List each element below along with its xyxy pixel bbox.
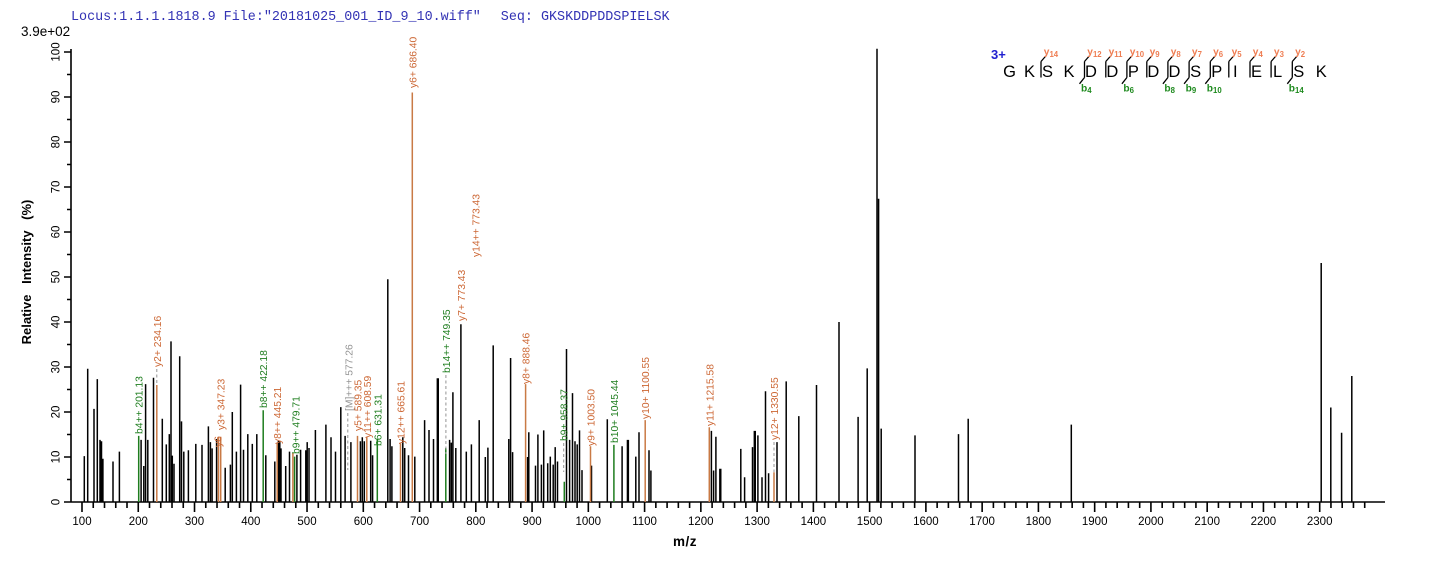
svg-text:y9: y9 (1150, 47, 1161, 59)
svg-text:P: P (1211, 63, 1222, 81)
svg-text:b9: b9 (1186, 84, 1197, 96)
svg-text:1800: 1800 (1026, 516, 1052, 528)
svg-text:E: E (1251, 63, 1262, 81)
svg-text:y8++ 445.21: y8++ 445.21 (273, 386, 284, 444)
svg-text:90: 90 (51, 91, 63, 104)
svg-text:40: 40 (51, 316, 63, 329)
svg-text:b8++ 422.18: b8++ 422.18 (259, 350, 270, 408)
svg-text:Relative Intensity (%): Relative Intensity (%) (19, 200, 34, 345)
svg-text:y9+ 1003.50: y9+ 1003.50 (587, 389, 598, 446)
svg-text:G: G (1003, 63, 1016, 81)
svg-text:20: 20 (51, 406, 63, 419)
svg-text:y2+ 234.16: y2+ 234.16 (153, 315, 164, 367)
svg-text:Seq: GKSKDDPDDSPIELSK: Seq: GKSKDDPDDSPIELSK (501, 10, 671, 25)
svg-text:30: 30 (51, 361, 63, 374)
svg-text:y5: y5 (1232, 47, 1243, 59)
svg-text:y12++ 665.61: y12++ 665.61 (397, 381, 408, 444)
svg-text:1400: 1400 (801, 516, 827, 528)
svg-text:m/z: m/z (673, 534, 697, 549)
svg-text:y3+ 347.23: y3+ 347.23 (217, 378, 228, 430)
svg-text:D: D (1168, 63, 1180, 81)
svg-text:y11+ 1215.58: y11+ 1215.58 (705, 364, 716, 426)
svg-text:2300: 2300 (1307, 516, 1333, 528)
svg-text:1200: 1200 (688, 516, 714, 528)
svg-text:1100: 1100 (632, 516, 657, 528)
svg-text:Locus:1.1.1.1818.9 File:"20181: Locus:1.1.1.1818.9 File:"20181025_001_ID… (71, 10, 481, 25)
svg-text:b4++ 201.13: b4++ 201.13 (135, 376, 146, 434)
svg-text:2200: 2200 (1251, 516, 1277, 528)
svg-text:y6: y6 (1213, 47, 1224, 59)
svg-text:700: 700 (410, 516, 429, 528)
svg-text:y7: y7 (1192, 47, 1202, 59)
svg-text:y2: y2 (1295, 47, 1306, 59)
svg-text:400: 400 (241, 516, 260, 528)
svg-text:60: 60 (51, 226, 63, 239)
svg-text:y12+ 1330.55: y12+ 1330.55 (770, 377, 781, 440)
svg-text:0: 0 (51, 499, 63, 505)
svg-text:b8: b8 (1164, 84, 1175, 96)
svg-text:D: D (1147, 63, 1159, 81)
svg-text:b14: b14 (1289, 84, 1305, 96)
svg-text:L: L (1273, 63, 1282, 81)
svg-text:K: K (1024, 63, 1035, 81)
svg-text:300: 300 (185, 516, 204, 528)
svg-text:b4: b4 (1081, 84, 1092, 96)
svg-text:1900: 1900 (1082, 516, 1108, 528)
svg-text:1300: 1300 (744, 516, 770, 528)
svg-text:10: 10 (51, 451, 63, 464)
svg-text:b10+ 1045.44: b10+ 1045.44 (610, 379, 621, 443)
svg-text:[M]+++ 577.26: [M]+++ 577.26 (345, 344, 356, 411)
svg-text:2100: 2100 (1194, 516, 1220, 528)
svg-text:b6: b6 (1123, 84, 1134, 96)
svg-text:y8: y8 (1171, 47, 1182, 59)
svg-text:y11++ 608.59: y11++ 608.59 (363, 376, 374, 438)
svg-text:S: S (1190, 63, 1201, 81)
svg-text:50: 50 (51, 271, 63, 284)
svg-text:70: 70 (51, 181, 63, 194)
svg-text:y14: y14 (1044, 47, 1059, 59)
svg-text:y14++ 773.43: y14++ 773.43 (472, 194, 483, 257)
svg-text:K: K (1316, 63, 1327, 81)
svg-text:P: P (1128, 63, 1139, 81)
svg-text:y4: y4 (1253, 47, 1264, 59)
svg-text:S: S (1042, 63, 1053, 81)
svg-text:b9+ 958.37: b9+ 958.37 (560, 389, 571, 441)
svg-text:1700: 1700 (969, 516, 995, 528)
svg-text:y5+ 589.35: y5+ 589.35 (353, 379, 364, 431)
svg-text:b10: b10 (1207, 84, 1223, 96)
svg-text:900: 900 (523, 516, 542, 528)
svg-text:800: 800 (466, 516, 485, 528)
svg-text:b9++ 479.71: b9++ 479.71 (292, 396, 303, 454)
svg-text:600: 600 (354, 516, 373, 528)
svg-text:100: 100 (51, 42, 63, 61)
svg-text:D: D (1085, 63, 1097, 81)
svg-text:3.9e+02: 3.9e+02 (21, 24, 70, 39)
svg-text:1500: 1500 (857, 516, 883, 528)
svg-text:b14++ 749.35: b14++ 749.35 (442, 309, 453, 373)
svg-text:S: S (1293, 63, 1304, 81)
svg-text:200: 200 (129, 516, 148, 528)
svg-text:I: I (1233, 63, 1238, 81)
svg-text:y6+ 686.40: y6+ 686.40 (408, 36, 419, 88)
svg-text:2000: 2000 (1138, 516, 1164, 528)
svg-text:y12: y12 (1087, 47, 1102, 59)
svg-text:y10+ 1100.55: y10+ 1100.55 (641, 357, 652, 419)
svg-text:1600: 1600 (913, 516, 939, 528)
svg-text:100: 100 (72, 516, 91, 528)
svg-text:D: D (1106, 63, 1118, 81)
svg-text:b6+ 631.31: b6+ 631.31 (373, 394, 384, 446)
svg-text:3+: 3+ (991, 47, 1006, 62)
svg-text:y3: y3 (1274, 47, 1285, 59)
svg-text:80: 80 (51, 136, 63, 149)
svg-text:y7+ 773.43: y7+ 773.43 (457, 269, 468, 321)
svg-text:500: 500 (297, 516, 316, 528)
svg-text:K: K (1063, 63, 1074, 81)
svg-text:y8+ 888.46: y8+ 888.46 (522, 332, 533, 384)
svg-text:y11: y11 (1109, 47, 1124, 59)
svg-text:y6: y6 (214, 436, 225, 447)
svg-text:y10: y10 (1130, 47, 1145, 59)
svg-text:1000: 1000 (576, 516, 602, 528)
